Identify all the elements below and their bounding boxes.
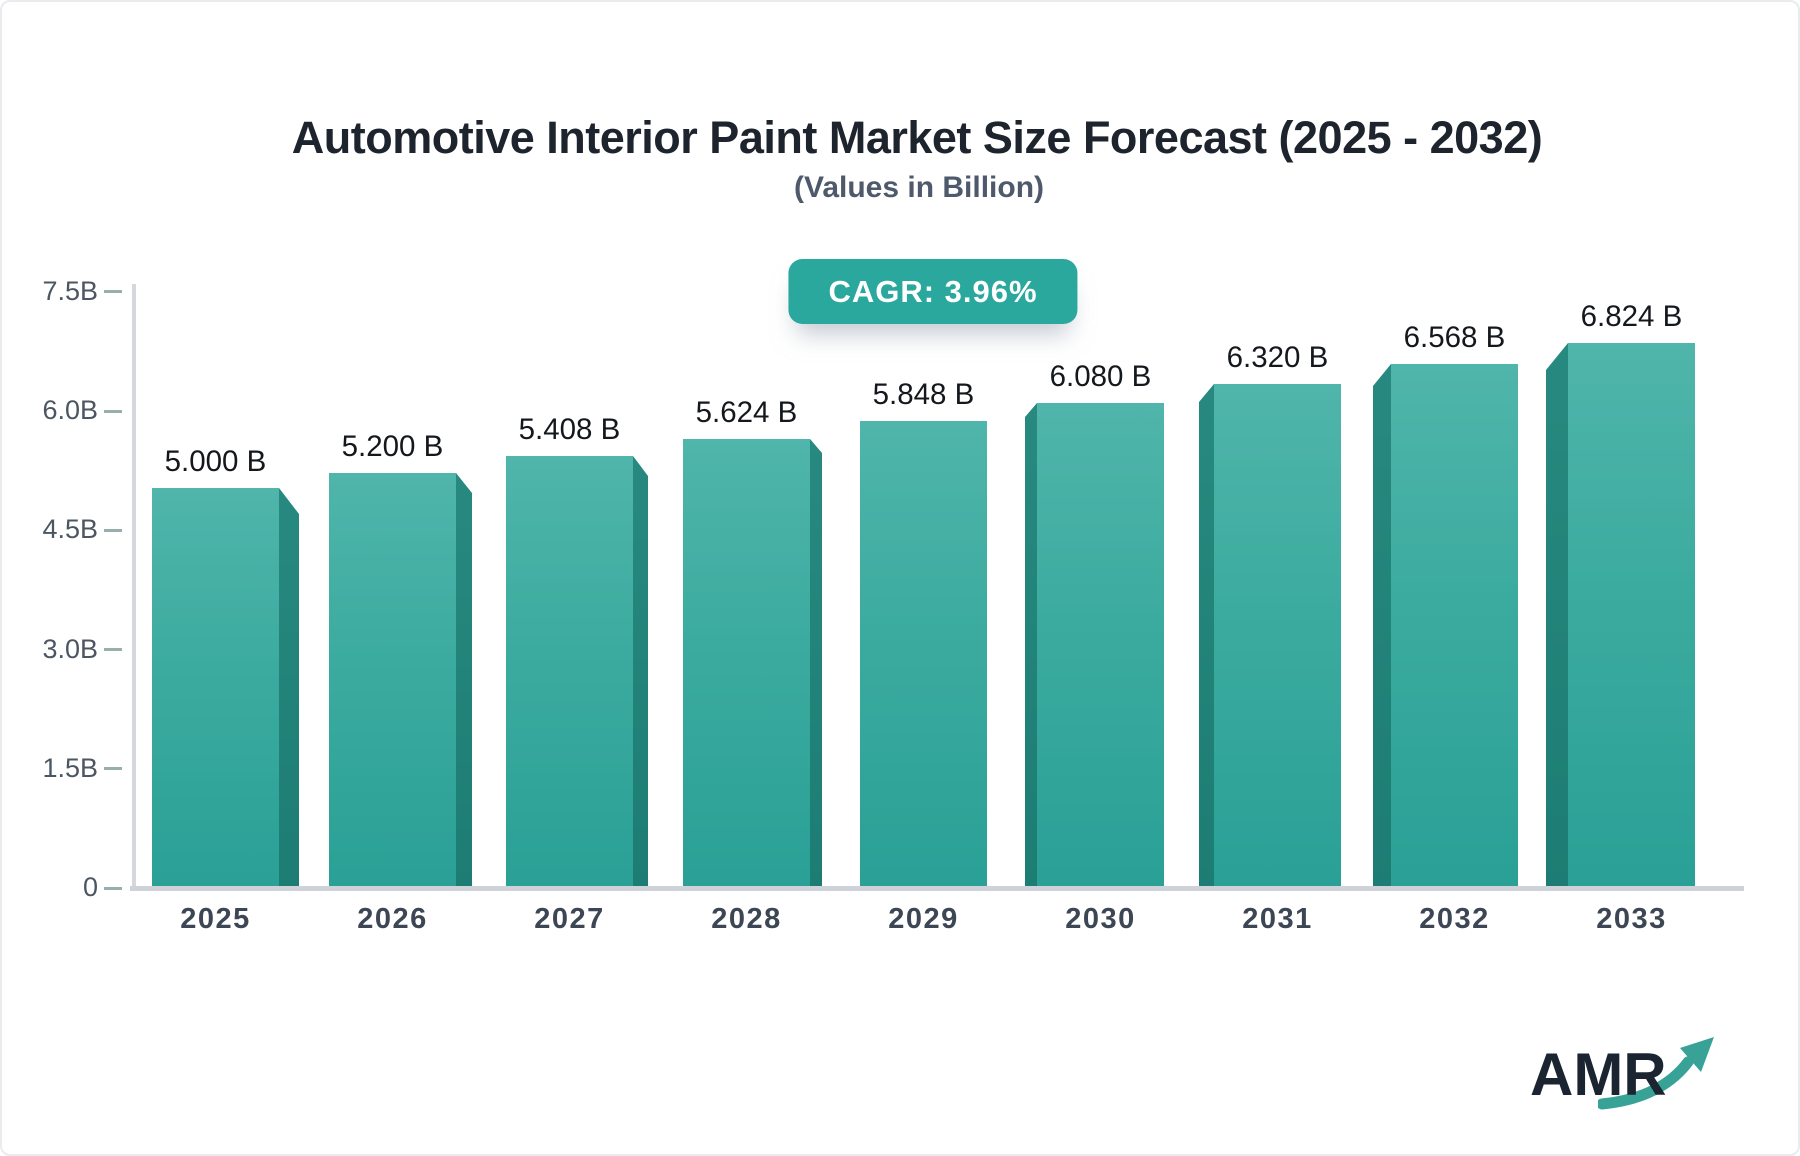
x-tick-label-2027: 2027 [534, 903, 605, 935]
bar-2030 [1037, 403, 1164, 886]
x-tick-label-2030: 2030 [1065, 903, 1136, 935]
bar-value-label-2031: 6.320 B [1226, 341, 1329, 374]
growth-arrow-icon [1598, 1037, 1714, 1110]
bar-2025 [152, 488, 279, 886]
bar-2027 [506, 456, 633, 886]
y-axis-line [132, 284, 136, 888]
y-tick-label: 3.0B [42, 633, 98, 664]
bar-side-2028 [810, 439, 822, 886]
chart-subtitle: (Values in Billion) [793, 171, 1045, 204]
x-tick-label-2025: 2025 [180, 903, 251, 935]
bar-value-label-2027: 5.408 B [518, 413, 621, 446]
x-tick-label-2026: 2026 [357, 903, 428, 935]
bar-value-label-2026: 5.200 B [341, 430, 444, 463]
bar-value-label-2030: 6.080 B [1049, 360, 1152, 393]
y-tick-dash [104, 767, 122, 771]
bar-side-2026 [456, 473, 472, 886]
y-tick-label: 4.5B [42, 514, 98, 545]
x-tick-label-2031: 2031 [1242, 903, 1313, 935]
bar-side-2027 [633, 456, 648, 886]
bar-value-label-2028: 5.624 B [695, 396, 798, 429]
amr-logo-text: AMR [1530, 1041, 1667, 1108]
bar-2029 [860, 421, 987, 886]
x-tick-label-2029: 2029 [888, 903, 959, 935]
bar-2033 [1568, 343, 1695, 886]
bar-side-2025 [279, 488, 299, 886]
x-tick-label-2028: 2028 [711, 903, 782, 935]
chart-title: Automotive Interior Paint Market Size Fo… [291, 112, 1543, 163]
y-tick-label: 7.5B [42, 275, 98, 306]
bar-side-2031 [1199, 384, 1214, 886]
bar-value-label-2025: 5.000 B [164, 445, 267, 478]
amr-logo: AMR [1520, 1030, 1740, 1130]
y-tick-label: 6.0B [42, 395, 98, 425]
bar-side-2032 [1373, 364, 1391, 886]
y-tick-dash [104, 648, 122, 651]
bar-value-label-2032: 6.568 B [1403, 321, 1506, 354]
x-axis-baseline [130, 886, 1744, 891]
cagr-badge: CAGR: 3.96% [788, 259, 1078, 324]
y-tick-dash [104, 409, 122, 413]
bar-side-2033 [1546, 343, 1568, 886]
y-tick-label: 1.5B [42, 752, 98, 783]
bar-value-label-2029: 5.848 B [872, 378, 975, 411]
y-tick-dash [104, 290, 122, 294]
y-tick-label: 0 [82, 872, 98, 902]
bar-2031 [1214, 384, 1341, 886]
y-tick-dash [104, 528, 122, 532]
y-tick-dash [104, 886, 122, 890]
bar-2032 [1391, 364, 1518, 886]
bar-2026 [329, 473, 456, 886]
bar-side-2030 [1025, 403, 1037, 886]
x-tick-label-2033: 2033 [1596, 903, 1667, 935]
x-tick-label-2032: 2032 [1419, 903, 1490, 935]
bar-2028 [683, 439, 810, 886]
bar-value-label-2033: 6.824 B [1580, 300, 1683, 333]
